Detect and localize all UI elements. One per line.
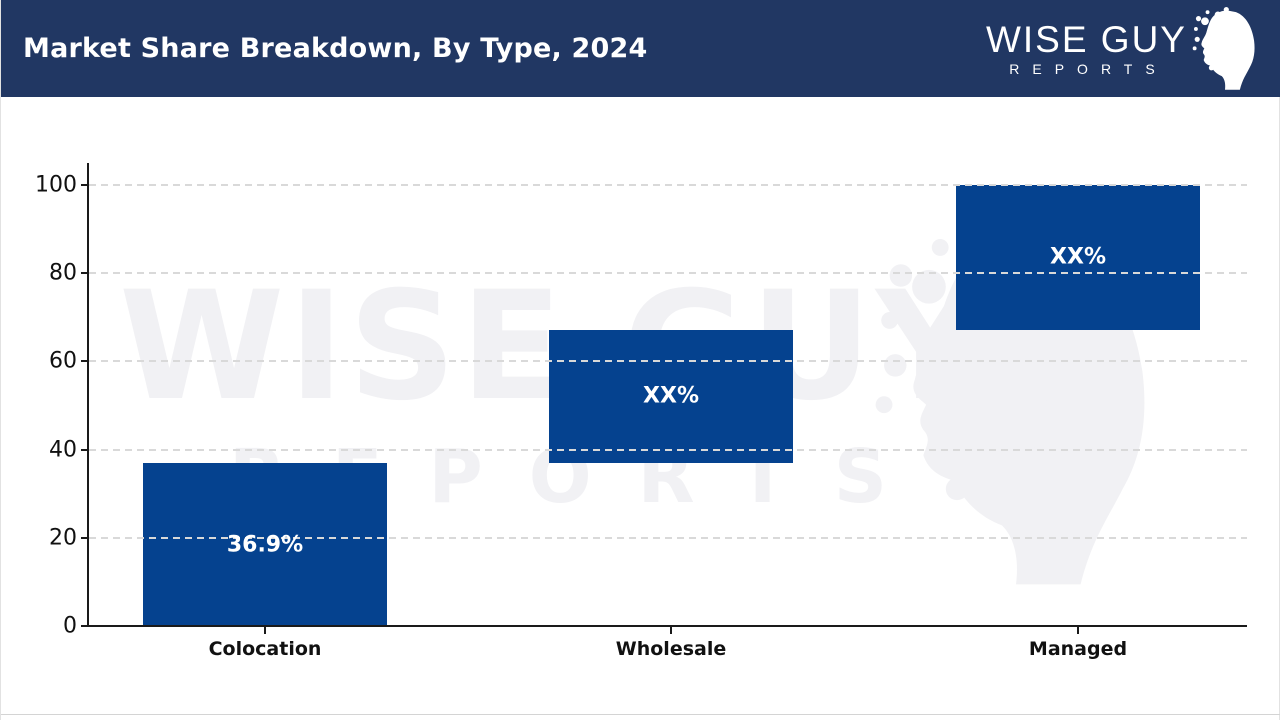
y-tick-label: 0 — [63, 613, 77, 639]
y-tick-label: 100 — [35, 172, 77, 198]
x-tick-wholesale — [670, 627, 672, 634]
wise-guy-logo: WISE GUY REPORTS — [986, 0, 1263, 97]
y-tick-80 — [81, 272, 89, 275]
gridline-60 — [89, 360, 1247, 363]
x-tick-colocation — [264, 627, 266, 634]
bottom-divider — [1, 714, 1280, 715]
y-axis-line — [87, 163, 89, 627]
gridline-40 — [89, 448, 1247, 451]
x-category-label: Colocation — [208, 638, 322, 660]
bar-managed — [956, 185, 1200, 330]
y-tick-label: 40 — [49, 437, 77, 463]
x-axis-line — [87, 625, 1247, 627]
gridline-20 — [89, 536, 1247, 539]
x-tick-managed — [1077, 627, 1079, 634]
y-tick-60 — [81, 360, 89, 363]
bar-wholesale — [549, 329, 793, 464]
logo-text: WISE GUY REPORTS — [986, 21, 1187, 76]
gridline-100 — [89, 184, 1247, 186]
bar-value-label: XX% — [1050, 244, 1106, 270]
x-category-label: Managed — [1028, 638, 1128, 660]
y-tick-label: 60 — [49, 348, 77, 374]
y-tick-40 — [81, 448, 89, 451]
page-title: Market Share Breakdown, By Type, 2024 — [23, 33, 648, 64]
y-tick-0 — [81, 625, 89, 627]
bar-value-label: XX% — [643, 383, 699, 409]
x-category-label: Wholesale — [615, 638, 727, 660]
y-tick-100 — [81, 184, 89, 186]
y-tick-label: 80 — [49, 260, 77, 286]
header-band: Market Share Breakdown, By Type, 2024 WI… — [1, 0, 1280, 97]
logo-subtitle: REPORTS — [1009, 61, 1168, 77]
bar-colocation — [143, 463, 387, 626]
y-tick-label: 20 — [49, 525, 77, 551]
bar-value-label: 36.9% — [226, 532, 304, 558]
y-tick-20 — [81, 536, 89, 539]
logo-wordmark: WISE GUY — [985, 19, 1187, 60]
gridline-80 — [89, 272, 1247, 275]
